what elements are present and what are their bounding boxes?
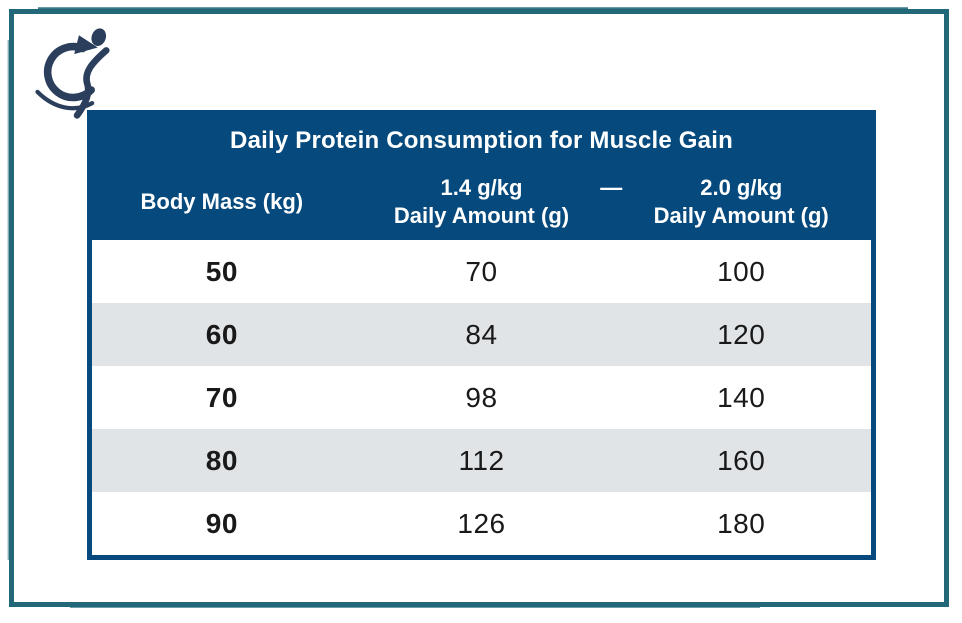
column-header-rate: 1.4 g/kg — [440, 175, 523, 200]
table-header: Daily Protein Consumption for Muscle Gai… — [92, 110, 871, 240]
column-header-1-4-gkg: 1.4 g/kg Daily Amount (g) — [352, 174, 612, 230]
table-row: 60 84 120 — [92, 303, 871, 366]
amount-1-4-cell: 98 — [465, 381, 498, 413]
amount-1-4-cell: 70 — [465, 255, 498, 287]
amount-2-0-cell: 180 — [717, 507, 766, 539]
amount-2-0-cell: 100 — [717, 255, 766, 287]
column-header-label: Daily Amount (g) — [393, 203, 570, 228]
column-header-label: Body Mass (kg) — [140, 189, 304, 214]
table-row: 80 112 160 — [92, 429, 871, 492]
amount-1-4-cell: 84 — [465, 318, 498, 350]
column-header-body-mass: Body Mass (kg) — [92, 174, 352, 230]
amount-1-4-cell: 126 — [457, 507, 506, 539]
table-row: 70 98 140 — [92, 366, 871, 429]
body-mass-cell: 70 — [205, 381, 238, 413]
table-row: 50 70 100 — [92, 240, 871, 303]
table-row: 90 126 180 — [92, 492, 871, 555]
range-dash: — — [600, 175, 623, 200]
protein-table: Daily Protein Consumption for Muscle Gai… — [87, 110, 876, 560]
column-header-label: Daily Amount (g) — [653, 203, 829, 228]
body-mass-cell: 60 — [205, 318, 238, 350]
column-headers: Body Mass (kg) 1.4 g/kg Daily Amount (g)… — [92, 174, 871, 230]
body-mass-cell: 50 — [205, 255, 238, 287]
amount-2-0-cell: 120 — [717, 318, 766, 350]
column-header-2-0-gkg: 2.0 g/kg Daily Amount (g) — [611, 174, 871, 230]
table-body: 50 70 100 60 84 120 70 98 140 80 112 160… — [92, 240, 871, 555]
body-mass-cell: 80 — [205, 444, 238, 476]
column-header-rate: 2.0 g/kg — [700, 175, 783, 200]
amount-2-0-cell: 140 — [717, 381, 766, 413]
body-mass-cell: 90 — [205, 507, 238, 539]
circular-arrow-icon — [43, 42, 95, 102]
table-title: Daily Protein Consumption for Muscle Gai… — [230, 127, 733, 154]
amount-1-4-cell: 112 — [458, 444, 505, 476]
arrowhead-icon — [74, 35, 98, 55]
brand-logo — [35, 28, 110, 119]
figure-head-icon — [91, 28, 107, 46]
amount-2-0-cell: 160 — [717, 444, 766, 476]
